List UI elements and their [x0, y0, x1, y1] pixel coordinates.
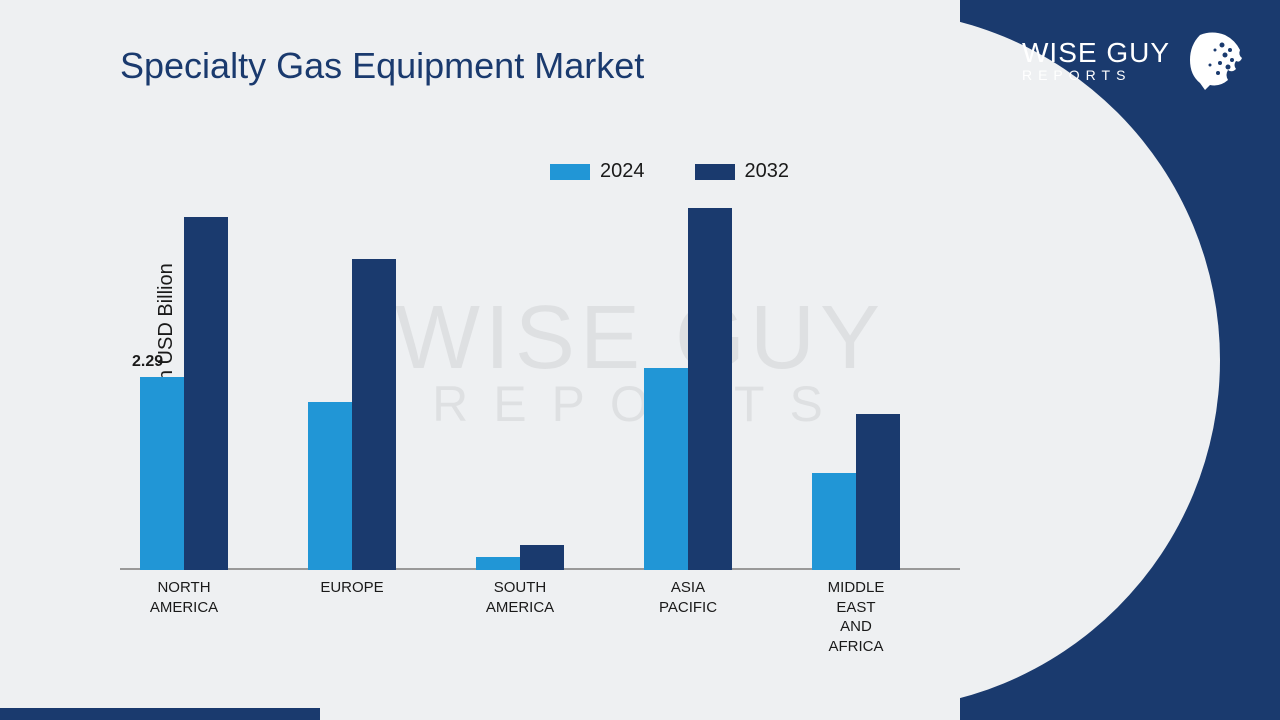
bar-series-b: [352, 259, 396, 570]
bar-series-a: [812, 473, 856, 570]
legend-item-b: 2032: [695, 160, 790, 183]
legend: 2024 2032: [550, 160, 789, 183]
bar-group: [308, 259, 396, 570]
bar-group: [140, 217, 228, 570]
x-axis-label: MIDDLEEASTANDAFRICA: [782, 578, 930, 656]
x-axis-label: EUROPE: [278, 578, 426, 598]
chart-title: Specialty Gas Equipment Market: [120, 45, 644, 87]
bar-group: [644, 208, 732, 570]
bar-group: [476, 545, 564, 570]
legend-label-a: 2024: [600, 160, 645, 183]
logo-head-icon: [1180, 25, 1250, 95]
legend-swatch-b: [695, 164, 735, 180]
bar-series-a: [308, 402, 352, 570]
bottom-accent-bar: [0, 708, 320, 720]
bar-series-a: [644, 368, 688, 570]
bar-series-b: [856, 414, 900, 570]
bar-series-a: [140, 377, 184, 570]
bar-value-label: 2.29: [132, 353, 163, 371]
chart-area: Market Size in USD Billion 2024 2032 2.2…: [90, 170, 960, 590]
legend-label-b: 2032: [745, 160, 790, 183]
x-axis-label: SOUTHAMERICA: [446, 578, 594, 617]
x-axis-label: ASIAPACIFIC: [614, 578, 762, 617]
legend-swatch-a: [550, 164, 590, 180]
bar-series-a: [476, 557, 520, 570]
bar-group: [812, 414, 900, 570]
legend-item-a: 2024: [550, 160, 645, 183]
bar-series-b: [184, 217, 228, 570]
plot-area: 2.29: [120, 200, 960, 570]
logo-text-top: WISE GUY: [1022, 37, 1170, 69]
logo: WISE GUY REPORTS: [1022, 25, 1250, 95]
logo-text-bottom: REPORTS: [1022, 67, 1170, 83]
x-axis-label: NORTHAMERICA: [110, 578, 258, 617]
bar-series-b: [688, 208, 732, 570]
bar-series-b: [520, 545, 564, 570]
